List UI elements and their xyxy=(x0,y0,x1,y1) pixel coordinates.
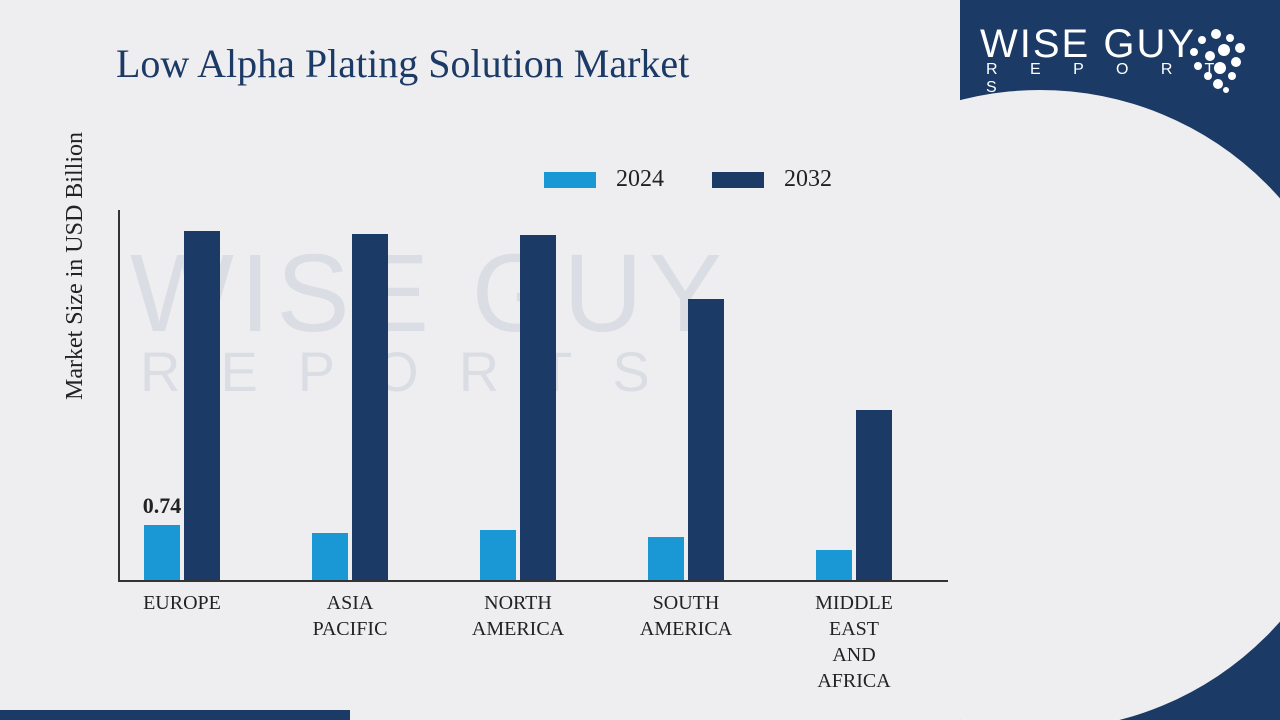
category-label: MIDDLEEASTANDAFRICA xyxy=(774,590,934,694)
bar-2024 xyxy=(144,525,180,580)
brand-logo: WISE GUY R E P O R T S xyxy=(980,22,1250,97)
category-label: ASIAPACIFIC xyxy=(270,590,430,642)
plot-area: 0.74 xyxy=(120,210,940,580)
bar-value-label: 0.74 xyxy=(130,493,194,519)
head-icon xyxy=(1180,24,1254,98)
bar-2024 xyxy=(648,537,684,580)
footer-accent xyxy=(0,710,350,720)
x-axis xyxy=(118,580,948,582)
bar-group xyxy=(480,210,640,580)
bar-2024 xyxy=(816,550,852,580)
legend-label-2032: 2032 xyxy=(784,166,832,192)
bar-2032 xyxy=(520,235,556,580)
bar-2032 xyxy=(352,234,388,580)
bar-2032 xyxy=(688,299,724,580)
bar-2024 xyxy=(480,530,516,580)
chart-page: WISE GUY R E P O R T S Low Alpha Plating… xyxy=(0,0,1280,720)
bar-2032 xyxy=(184,231,220,580)
legend-swatch-2032 xyxy=(712,172,764,188)
category-label: SOUTHAMERICA xyxy=(606,590,766,642)
legend-item-2024: 2024 xyxy=(544,166,664,193)
bar-group xyxy=(816,210,976,580)
legend: 2024 2032 xyxy=(544,166,874,193)
category-label: EUROPE xyxy=(102,590,262,616)
legend-label-2024: 2024 xyxy=(616,166,664,192)
chart-title: Low Alpha Plating Solution Market xyxy=(116,40,689,87)
legend-swatch-2024 xyxy=(544,172,596,188)
bar-group: 0.74 xyxy=(144,210,304,580)
bar-2032 xyxy=(856,410,892,580)
legend-item-2032: 2032 xyxy=(712,166,832,193)
bar-2024 xyxy=(312,533,348,580)
bar-group xyxy=(648,210,808,580)
y-axis-label: Market Size in USD Billion xyxy=(62,132,89,400)
bar-group xyxy=(312,210,472,580)
category-label: NORTHAMERICA xyxy=(438,590,598,642)
